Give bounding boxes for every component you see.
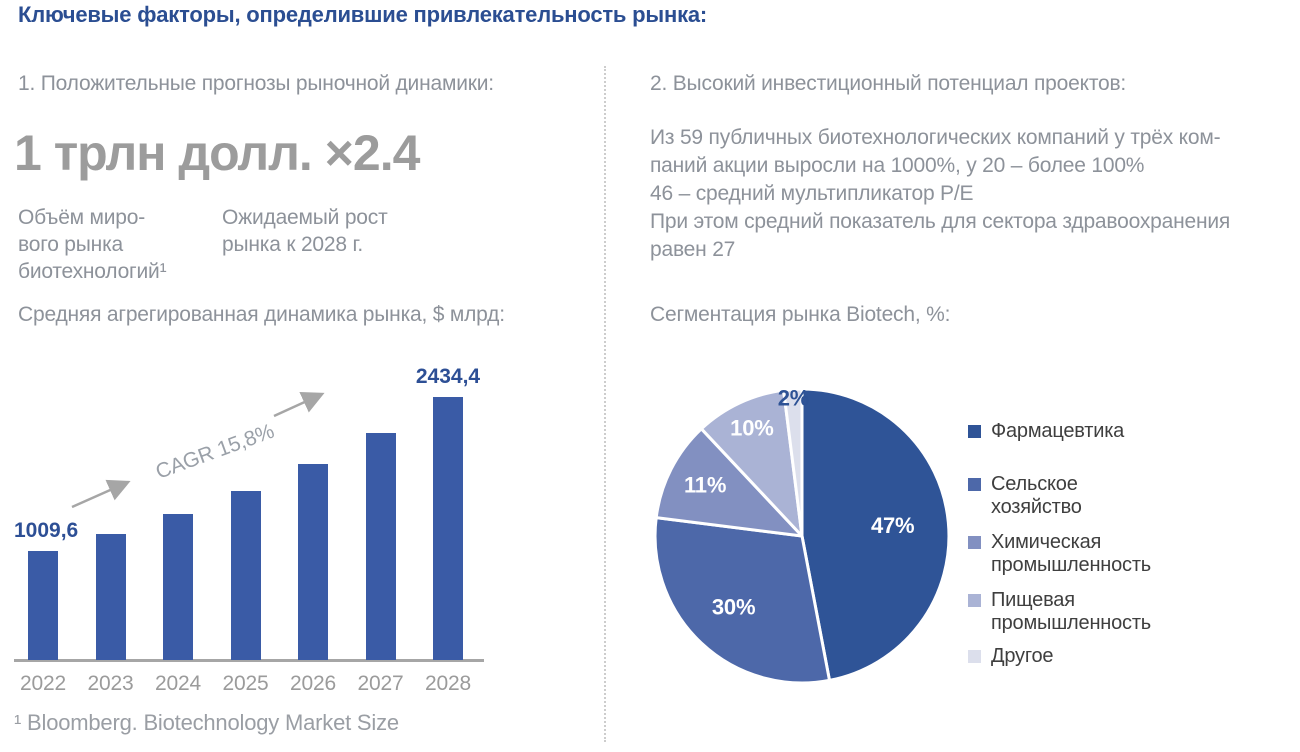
- x-tick-2028: 2028: [425, 672, 471, 695]
- legend-swatch: [968, 594, 981, 607]
- legend-swatch: [968, 425, 981, 438]
- pie-pct-label-2: 30%: [712, 595, 755, 620]
- pie-chart-caption: Сегментация рынка Biotech, %:: [650, 303, 951, 326]
- x-tick-2023: 2023: [87, 672, 134, 695]
- stat-caption-market-size: Объём миро- вого рынка биотехнологий¹: [18, 206, 167, 283]
- pie-pct-label-1: 47%: [871, 513, 914, 538]
- legend-swatch: [968, 478, 981, 491]
- trend-arrow-lower: [71, 479, 131, 509]
- pie-pct-label-4: 10%: [730, 415, 773, 440]
- pie-slice-2: [653, 516, 831, 685]
- pie-slice-5: [782, 387, 804, 538]
- bar-2026: [298, 464, 328, 660]
- pie-slice-1: [800, 387, 951, 682]
- pie-slice-4: [699, 388, 804, 538]
- legend-label: Фармацевтика: [991, 420, 1125, 442]
- legend-label: Другое: [991, 645, 1054, 667]
- x-tick-2025: 2025: [222, 672, 269, 695]
- pie-pct-label-5: 2%: [778, 385, 809, 410]
- bar-value-label-2022: 1009,6: [14, 519, 79, 542]
- legend-item-other: Другое: [968, 645, 1178, 668]
- bar-chart-caption: Средняя агрегированная динамика рынка, $…: [18, 303, 505, 326]
- legend-item-agriculture: Сельское хозяйство: [968, 473, 1178, 519]
- pie-legend: Фармацевтика Сельское хозяйство Химическ…: [968, 420, 1178, 668]
- investment-stats-text: Из 59 публичных биотехнологических компа…: [650, 126, 1231, 261]
- legend-label: Пищевая промышленность: [991, 589, 1152, 634]
- bar-2028: [433, 397, 463, 660]
- legend-item-food: Пищевая промышленность: [968, 589, 1178, 635]
- right-section-heading: 2. Высокий инвестиционный потенциал прое…: [650, 72, 1127, 95]
- x-tick-2026: 2026: [290, 672, 336, 695]
- legend-swatch: [968, 536, 981, 549]
- bar-2027: [365, 433, 396, 660]
- bar-2025: [230, 491, 261, 660]
- pie-chart: 47% 30% 11% 10%2%: [653, 385, 951, 685]
- column-divider: [604, 66, 606, 742]
- pie-slice-3: [654, 427, 804, 538]
- bar-chart: 1009,6 2434,4 CAGR 15,8% 2022 2023 2024 202…: [14, 365, 514, 710]
- x-tick-2022: 2022: [20, 672, 66, 695]
- page-title: Ключевые факторы, определившие привлекат…: [18, 2, 708, 27]
- bar-2023: [95, 534, 126, 660]
- legend-label: Химическая промышленность: [991, 531, 1152, 576]
- x-tick-2027: 2027: [357, 672, 404, 695]
- left-section-heading: 1. Положительные прогнозы рыночной динам…: [18, 72, 494, 95]
- legend-label: Сельское хозяйство: [991, 473, 1082, 518]
- x-tick-2024: 2024: [155, 672, 201, 695]
- legend-item-pharma: Фармацевтика: [968, 420, 1178, 443]
- legend-item-chemical: Химическая промышленность: [968, 531, 1178, 577]
- bar-2022: [28, 551, 58, 660]
- pie-pct-label-3: 11%: [684, 472, 726, 497]
- x-axis-line: [14, 659, 484, 662]
- bar-value-label-2028: 2434,4: [415, 365, 481, 388]
- bar-2024: [163, 514, 193, 660]
- stat-caption-expected-growth: Ожидаемый рост рынка к 2028 г.: [222, 206, 388, 256]
- cagr-annotation: CAGR 15,8%: [152, 419, 278, 484]
- source-footnote: ¹ Bloomberg. Biotechnology Market Size: [14, 710, 399, 735]
- legend-swatch: [968, 650, 981, 663]
- headline-stat: 1 трлн долл. ×2.4: [14, 125, 420, 181]
